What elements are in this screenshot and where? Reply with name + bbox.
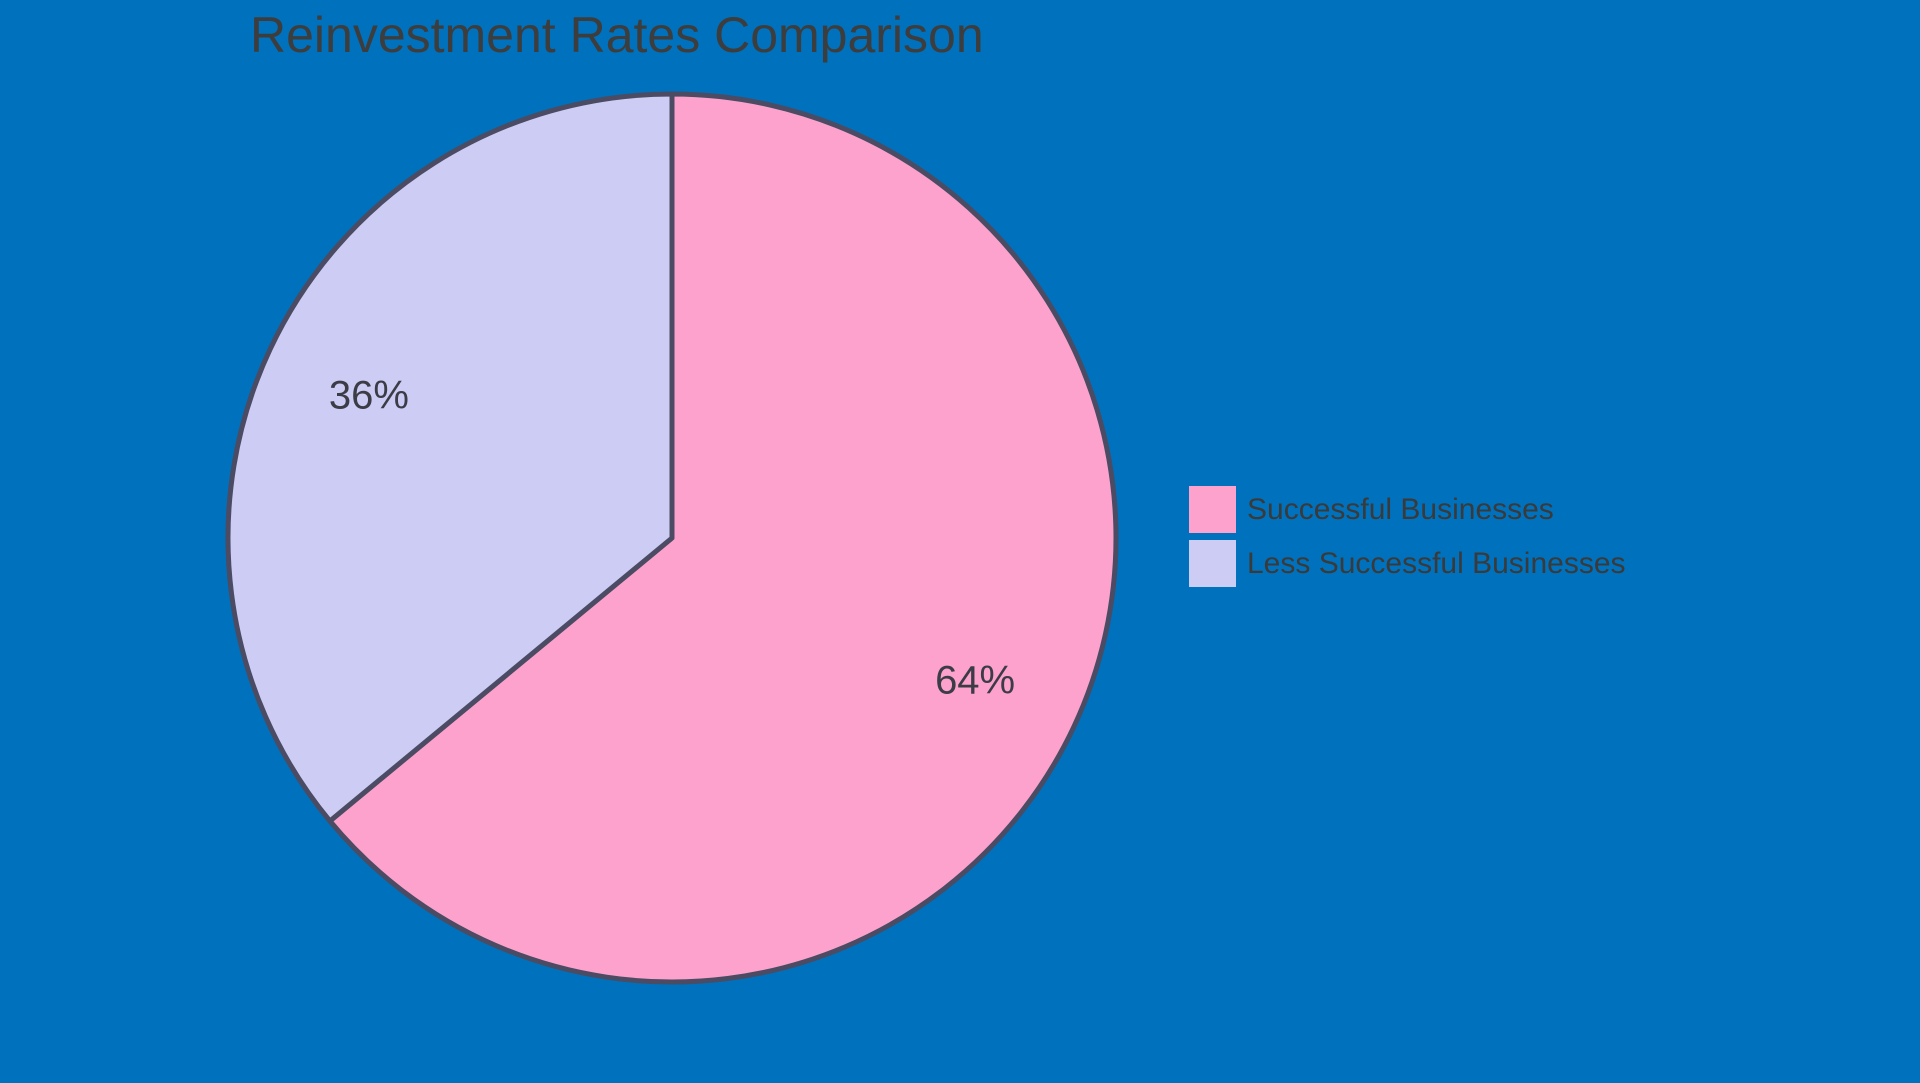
pie-slice-successful-businesses[interactable] [327,91,1119,985]
pie-slice-label: 64% [935,659,1015,703]
legend-item-less-successful-businesses[interactable]: Less Successful Businesses [1189,540,1626,587]
chart-title: Reinvestment Rates Comparison [250,7,984,63]
pie-slice-label: 36% [329,373,409,417]
legend-swatch-icon [1189,486,1236,533]
legend-item-label: Successful Businesses [1247,492,1554,526]
legend-item-label: Less Successful Businesses [1247,546,1626,580]
legend-item-successful-businesses[interactable]: Successful Businesses [1189,486,1626,533]
pie-chart: 64% 36% [225,91,1119,985]
legend-swatch-icon [1189,540,1236,587]
legend: Successful Businesses Less Successful Bu… [1189,486,1626,587]
pie-slice-less-successful-businesses[interactable] [225,91,675,824]
